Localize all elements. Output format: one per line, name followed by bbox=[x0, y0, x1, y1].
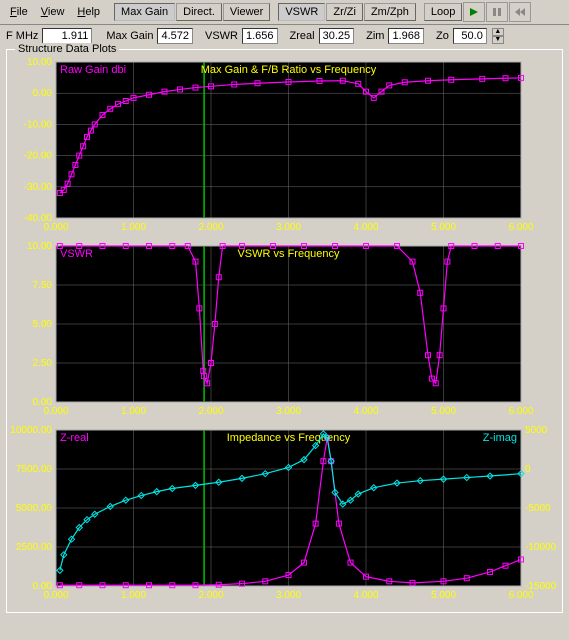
svg-text:0.00: 0.00 bbox=[33, 581, 53, 592]
fmhz-label: F MHz bbox=[6, 30, 38, 42]
svg-text:3.000: 3.000 bbox=[276, 222, 301, 233]
frame-title: Structure Data Plots bbox=[15, 43, 119, 55]
menubar: File View Help Max Gain Direct. Viewer V… bbox=[0, 0, 569, 25]
svg-text:-15000: -15000 bbox=[525, 581, 557, 592]
zo-label: Zo bbox=[436, 30, 449, 42]
svg-text:4.000: 4.000 bbox=[353, 222, 378, 233]
svg-text:2.000: 2.000 bbox=[198, 222, 223, 233]
maxgain-value: 4.572 bbox=[157, 28, 193, 44]
rewind-icon[interactable] bbox=[509, 2, 531, 22]
svg-text:VSWR vs Frequency: VSWR vs Frequency bbox=[237, 248, 340, 260]
zim-value: 1.968 bbox=[388, 28, 424, 44]
zo-spinner[interactable]: ▲▼ bbox=[492, 28, 504, 44]
svg-text:3.000: 3.000 bbox=[276, 590, 301, 601]
svg-text:7.50: 7.50 bbox=[33, 280, 53, 291]
pause-icon[interactable] bbox=[486, 2, 508, 22]
svg-text:Impedance vs Frequency: Impedance vs Frequency bbox=[227, 432, 351, 444]
svg-text:1.000: 1.000 bbox=[121, 590, 146, 601]
svg-text:1.000: 1.000 bbox=[121, 222, 146, 233]
svg-text:4.000: 4.000 bbox=[353, 406, 378, 417]
maxgain-label: Max Gain bbox=[106, 30, 153, 42]
play-icon[interactable] bbox=[463, 2, 485, 22]
menu-view[interactable]: View bbox=[35, 4, 71, 20]
tab-maxgain[interactable]: Max Gain bbox=[114, 3, 175, 21]
zreal-label: Zreal bbox=[290, 30, 315, 42]
vswr-label: VSWR bbox=[205, 30, 238, 42]
svg-text:-20.00: -20.00 bbox=[24, 151, 53, 162]
svg-text:2500.00: 2500.00 bbox=[16, 542, 53, 553]
svg-text:-30.00: -30.00 bbox=[24, 182, 53, 193]
loop-button[interactable]: Loop bbox=[424, 3, 462, 21]
svg-text:5.000: 5.000 bbox=[431, 222, 456, 233]
svg-text:10.00: 10.00 bbox=[27, 241, 52, 252]
tab-zmzph[interactable]: Zm/Zph bbox=[364, 3, 416, 21]
plots-frame: Structure Data Plots 0.0001.0002.0003.00… bbox=[6, 49, 563, 613]
svg-text:10.00: 10.00 bbox=[27, 58, 52, 68]
svg-text:-5000: -5000 bbox=[525, 503, 551, 514]
svg-text:0.00: 0.00 bbox=[33, 88, 53, 99]
tab-viewer[interactable]: Viewer bbox=[223, 3, 270, 21]
zim-label: Zim bbox=[366, 30, 384, 42]
svg-text:0: 0 bbox=[525, 464, 531, 475]
svg-text:10000.00: 10000.00 bbox=[11, 425, 52, 436]
svg-text:2.50: 2.50 bbox=[33, 358, 53, 369]
svg-text:0.00: 0.00 bbox=[33, 397, 53, 408]
svg-text:5000.00: 5000.00 bbox=[16, 503, 53, 514]
zreal-value: 30.25 bbox=[319, 28, 355, 44]
svg-text:4.000: 4.000 bbox=[353, 590, 378, 601]
svg-text:-40.00: -40.00 bbox=[24, 213, 53, 224]
menu-help[interactable]: Help bbox=[71, 4, 106, 20]
svg-text:6.000: 6.000 bbox=[508, 406, 533, 417]
svg-text:2.000: 2.000 bbox=[198, 406, 223, 417]
svg-text:VSWR: VSWR bbox=[60, 248, 93, 260]
fmhz-value[interactable]: 1.911 bbox=[42, 28, 92, 44]
charts-svg: 0.00 0 1.000 2.000 3.000 4.000 5.000 6.000 -40.0… bbox=[11, 58, 558, 606]
tab-direct[interactable]: Direct. bbox=[176, 3, 222, 21]
tab-zrzi[interactable]: Zr/Zi bbox=[326, 3, 363, 21]
vswr-value: 1.656 bbox=[242, 28, 278, 44]
svg-text:5000: 5000 bbox=[525, 425, 548, 436]
svg-text:2.000: 2.000 bbox=[198, 590, 223, 601]
svg-text:Z-imag: Z-imag bbox=[483, 432, 517, 444]
svg-text:Raw Gain dbi: Raw Gain dbi bbox=[60, 64, 126, 76]
svg-text:5.000: 5.000 bbox=[431, 406, 456, 417]
tab-vswr[interactable]: VSWR bbox=[278, 3, 325, 21]
svg-text:5.00: 5.00 bbox=[33, 319, 53, 330]
svg-text:3.000: 3.000 bbox=[276, 406, 301, 417]
svg-text:5.000: 5.000 bbox=[431, 590, 456, 601]
svg-text:7500.00: 7500.00 bbox=[16, 464, 53, 475]
svg-text:Z-real: Z-real bbox=[60, 432, 89, 444]
svg-text:Max Gain & F/B Ratio vs Freque: Max Gain & F/B Ratio vs Frequency bbox=[201, 64, 377, 76]
svg-text:-10000: -10000 bbox=[525, 542, 557, 553]
zo-value[interactable]: 50.0 bbox=[453, 28, 487, 44]
svg-text:1.000: 1.000 bbox=[121, 406, 146, 417]
menu-file[interactable]: File bbox=[4, 4, 34, 20]
svg-text:6.000: 6.000 bbox=[508, 222, 533, 233]
svg-text:-10.00: -10.00 bbox=[24, 119, 53, 130]
